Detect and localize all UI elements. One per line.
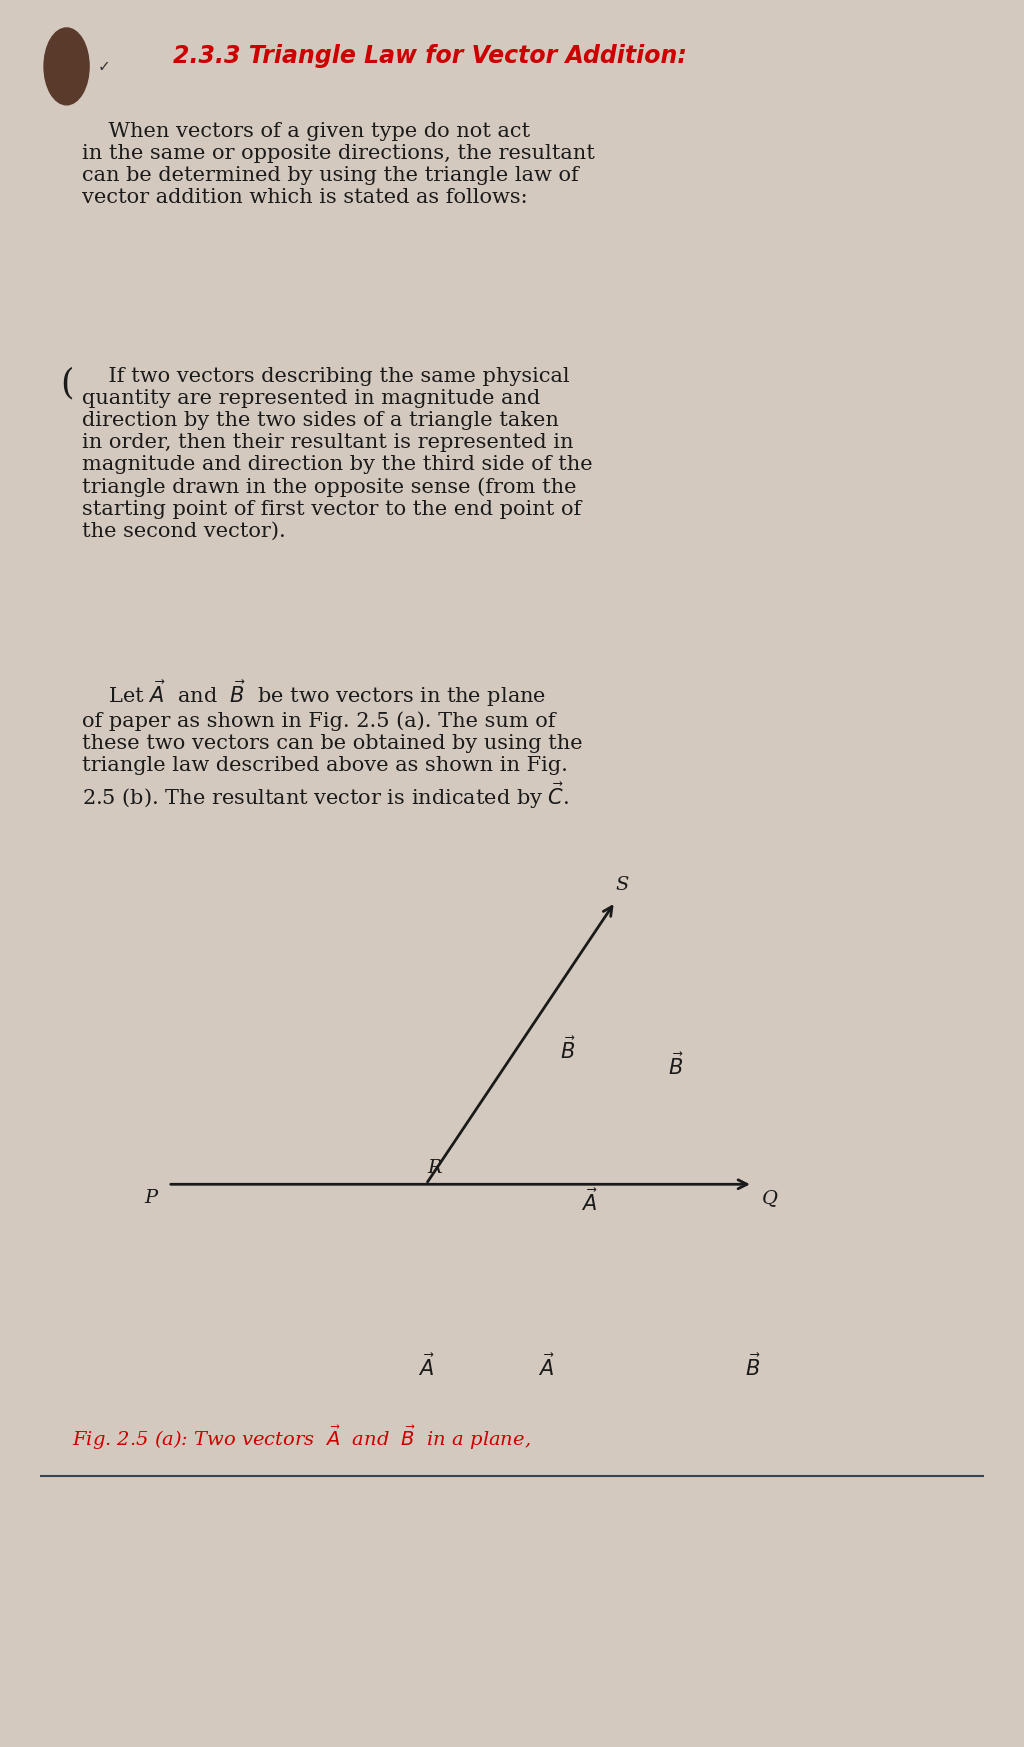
Text: $\vec{A}$: $\vec{A}$ <box>418 1354 434 1380</box>
Text: Q: Q <box>762 1190 778 1207</box>
Text: S: S <box>615 875 629 894</box>
Text: 2.3.3 Triangle Law for Vector Addition:: 2.3.3 Triangle Law for Vector Addition: <box>173 44 687 68</box>
Circle shape <box>44 28 89 105</box>
Text: $\vec{B}$: $\vec{B}$ <box>668 1052 683 1080</box>
Text: $\vec{B}$: $\vec{B}$ <box>560 1036 575 1062</box>
Text: If two vectors describing the same physical
quantity are represented in magnitud: If two vectors describing the same physi… <box>82 367 593 540</box>
Text: Let $\vec{A}$  and  $\vec{B}$  be two vectors in the plane
of paper as shown in : Let $\vec{A}$ and $\vec{B}$ be two vecto… <box>82 678 583 811</box>
Text: Fig. 2.5 (a): Two vectors  $\vec{A}$  and  $\vec{B}$  in a plane,: Fig. 2.5 (a): Two vectors $\vec{A}$ and … <box>72 1424 530 1452</box>
Text: P: P <box>144 1190 158 1207</box>
Text: R: R <box>427 1158 442 1176</box>
Text: (: ( <box>59 367 74 400</box>
Text: $\vec{B}$: $\vec{B}$ <box>744 1354 761 1380</box>
Text: ✓: ✓ <box>97 59 110 73</box>
Text: When vectors of a given type do not act
in the same or opposite directions, the : When vectors of a given type do not act … <box>82 122 595 208</box>
Text: $\vec{A}$: $\vec{A}$ <box>538 1354 555 1380</box>
Text: $\vec{A}$: $\vec{A}$ <box>581 1188 598 1214</box>
